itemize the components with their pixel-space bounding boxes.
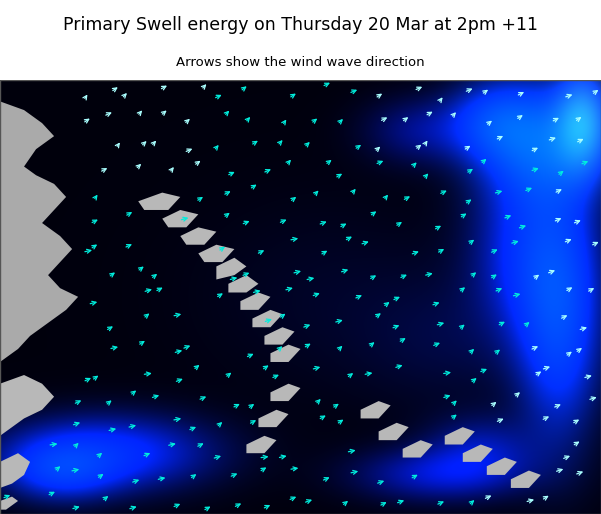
Polygon shape (379, 423, 409, 440)
Polygon shape (270, 383, 300, 401)
Polygon shape (0, 497, 18, 510)
Polygon shape (216, 258, 246, 280)
Polygon shape (264, 327, 294, 344)
Polygon shape (246, 436, 276, 453)
Polygon shape (252, 310, 282, 327)
Polygon shape (162, 210, 198, 227)
Polygon shape (138, 193, 180, 210)
Polygon shape (270, 344, 300, 362)
Text: Primary Swell energy on Thursday 20 Mar at 2pm +11: Primary Swell energy on Thursday 20 Mar … (63, 16, 538, 34)
Polygon shape (240, 292, 270, 310)
Polygon shape (511, 471, 541, 488)
Polygon shape (258, 410, 288, 427)
Polygon shape (0, 453, 30, 488)
Polygon shape (403, 440, 433, 457)
Polygon shape (198, 245, 234, 262)
Polygon shape (0, 101, 78, 362)
Polygon shape (361, 401, 391, 418)
Polygon shape (180, 227, 216, 245)
Polygon shape (0, 375, 54, 436)
Polygon shape (228, 275, 258, 292)
Polygon shape (463, 445, 493, 462)
Polygon shape (445, 427, 475, 445)
Text: Arrows show the wind wave direction: Arrows show the wind wave direction (176, 56, 425, 69)
Polygon shape (487, 457, 517, 475)
